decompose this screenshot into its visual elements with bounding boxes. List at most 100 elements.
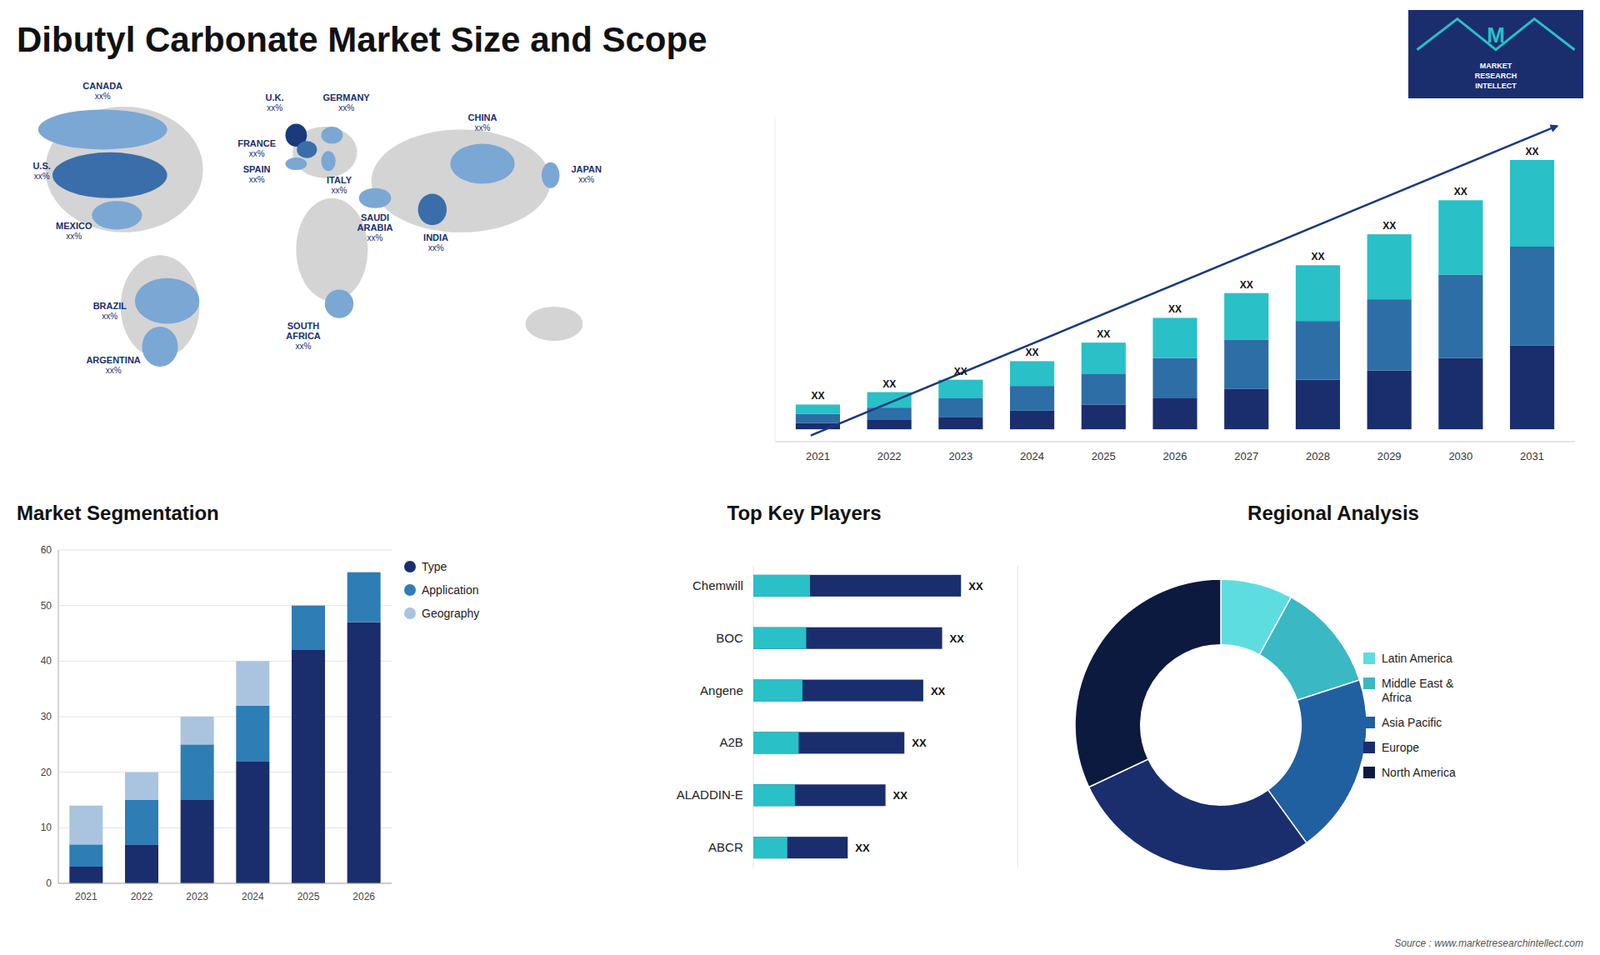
bars bbox=[69, 572, 380, 884]
text-line: xx% bbox=[367, 233, 384, 243]
bar-label: XX bbox=[1025, 346, 1040, 359]
bar-segment bbox=[1367, 299, 1412, 370]
text-line: XX bbox=[1025, 346, 1040, 359]
grid-line bbox=[58, 771, 392, 773]
text-line: 50 bbox=[40, 600, 53, 612]
bar bbox=[753, 836, 788, 859]
background bbox=[0, 0, 1600, 955]
text-line: U.S. bbox=[32, 160, 50, 171]
text-line: 2026 bbox=[352, 890, 375, 903]
panel-title: Market Segmentation bbox=[16, 501, 220, 525]
legend-label: Type bbox=[421, 560, 448, 574]
bar-label: XX bbox=[1310, 250, 1325, 263]
text-line: INDIA bbox=[423, 232, 449, 243]
bar-segment bbox=[347, 571, 381, 573]
text-line: 2028 bbox=[1305, 450, 1330, 463]
legend-marker bbox=[1363, 677, 1375, 690]
text-line: 2025 bbox=[1091, 450, 1116, 463]
players-chart: Top Key PlayersChemwillXXBOCXXAngeneXXA2… bbox=[676, 501, 1018, 868]
bar-segment bbox=[1438, 358, 1483, 430]
text-line: Dibutyl Carbonate Market Size and Scope bbox=[16, 20, 708, 60]
bar-segment bbox=[125, 772, 159, 800]
x-tick-label: 2025 bbox=[1091, 450, 1116, 463]
text-line: XX bbox=[893, 789, 909, 802]
country-value: xx% bbox=[331, 185, 348, 195]
y-tick-label: 0 bbox=[45, 877, 52, 890]
country-label: CHINA bbox=[468, 112, 498, 123]
bar-segment bbox=[347, 572, 381, 623]
y-category-label: A2B bbox=[719, 735, 743, 750]
x-tick-label: 2028 bbox=[1305, 450, 1330, 463]
text-line: xx% bbox=[105, 365, 122, 375]
bar bbox=[753, 784, 795, 806]
text-line: Europe bbox=[1381, 740, 1420, 755]
bar-segment bbox=[347, 622, 381, 884]
text-line: 30 bbox=[40, 710, 53, 723]
text-line: XX bbox=[968, 580, 984, 593]
bar-segment bbox=[1010, 410, 1055, 430]
text-line: Asia Pacific bbox=[1381, 715, 1442, 730]
text-line: XX bbox=[1096, 328, 1110, 340]
text-line: MARKET bbox=[1480, 61, 1513, 70]
country-value: xx% bbox=[95, 91, 111, 101]
bar-segment bbox=[1367, 370, 1412, 430]
text-line: 2022 bbox=[877, 450, 902, 463]
country-label: SPAIN bbox=[243, 164, 271, 175]
country-label: U.S. bbox=[32, 160, 50, 171]
text-line: Angene bbox=[700, 683, 744, 698]
text-line: xx% bbox=[428, 243, 445, 253]
bar-segment bbox=[1224, 293, 1269, 340]
country bbox=[52, 152, 168, 199]
bar-segment bbox=[1367, 234, 1412, 300]
text-line: xx% bbox=[331, 185, 348, 195]
text-line: 2025 bbox=[297, 890, 320, 903]
bar-segment bbox=[1224, 339, 1269, 389]
bar-segment bbox=[1295, 380, 1340, 430]
text-line: Latin America bbox=[1381, 651, 1453, 665]
bar-label: XX bbox=[954, 365, 968, 378]
grid-line bbox=[58, 550, 392, 551]
text-line: XX bbox=[1382, 220, 1396, 232]
figure-title: Dibutyl Carbonate Market Size and Scope bbox=[16, 20, 708, 60]
logo-letter: M bbox=[1486, 22, 1505, 48]
bar-segment bbox=[291, 605, 325, 606]
legend-marker bbox=[404, 560, 416, 573]
y-tick-label: 40 bbox=[40, 655, 53, 667]
text-line: FRANCE bbox=[237, 138, 276, 149]
legend-marker bbox=[1363, 766, 1375, 779]
logo-box bbox=[1408, 10, 1584, 99]
bar-segment bbox=[867, 392, 912, 409]
country-value: xx% bbox=[578, 175, 595, 185]
text-line: Regional Analysis bbox=[1247, 501, 1420, 525]
y-category-label: Angene bbox=[700, 683, 744, 698]
country-label: GERMANY bbox=[322, 92, 370, 103]
text-line: 2023 bbox=[185, 890, 209, 903]
y-tick-label: 30 bbox=[40, 710, 53, 723]
country-label: JAPAN bbox=[570, 164, 602, 175]
segmentation-chart: Market Segmentation010203040506020212022… bbox=[16, 501, 480, 903]
country-label: INDIA bbox=[423, 232, 449, 243]
text-line: BRAZIL bbox=[93, 300, 128, 311]
country-value: xx% bbox=[101, 311, 118, 321]
source-note: Source : www.marketresearchintellect.com bbox=[1394, 937, 1584, 950]
country bbox=[38, 109, 168, 150]
bar-segment bbox=[938, 398, 983, 417]
x-axis-line bbox=[58, 883, 392, 885]
text-line: XX bbox=[1168, 303, 1182, 315]
text-line: JAPAN bbox=[570, 164, 602, 175]
y-tick-label: 60 bbox=[40, 544, 53, 556]
bar-segment bbox=[1081, 373, 1126, 405]
donut-slice bbox=[1089, 759, 1307, 871]
panel-title: Top Key Players bbox=[727, 501, 882, 525]
text-line: XX bbox=[1240, 279, 1254, 291]
text-line: xx% bbox=[249, 175, 265, 185]
country-value: xx% bbox=[105, 365, 122, 375]
bar-segment bbox=[795, 414, 840, 424]
bar bbox=[753, 627, 943, 650]
bar-label: XX bbox=[810, 390, 825, 402]
logo-mark bbox=[1417, 19, 1575, 50]
bar-label: XX bbox=[1240, 279, 1254, 291]
bar-segment bbox=[938, 416, 983, 430]
panel-title: Regional Analysis bbox=[1247, 501, 1420, 525]
bar-segment bbox=[1081, 342, 1126, 374]
